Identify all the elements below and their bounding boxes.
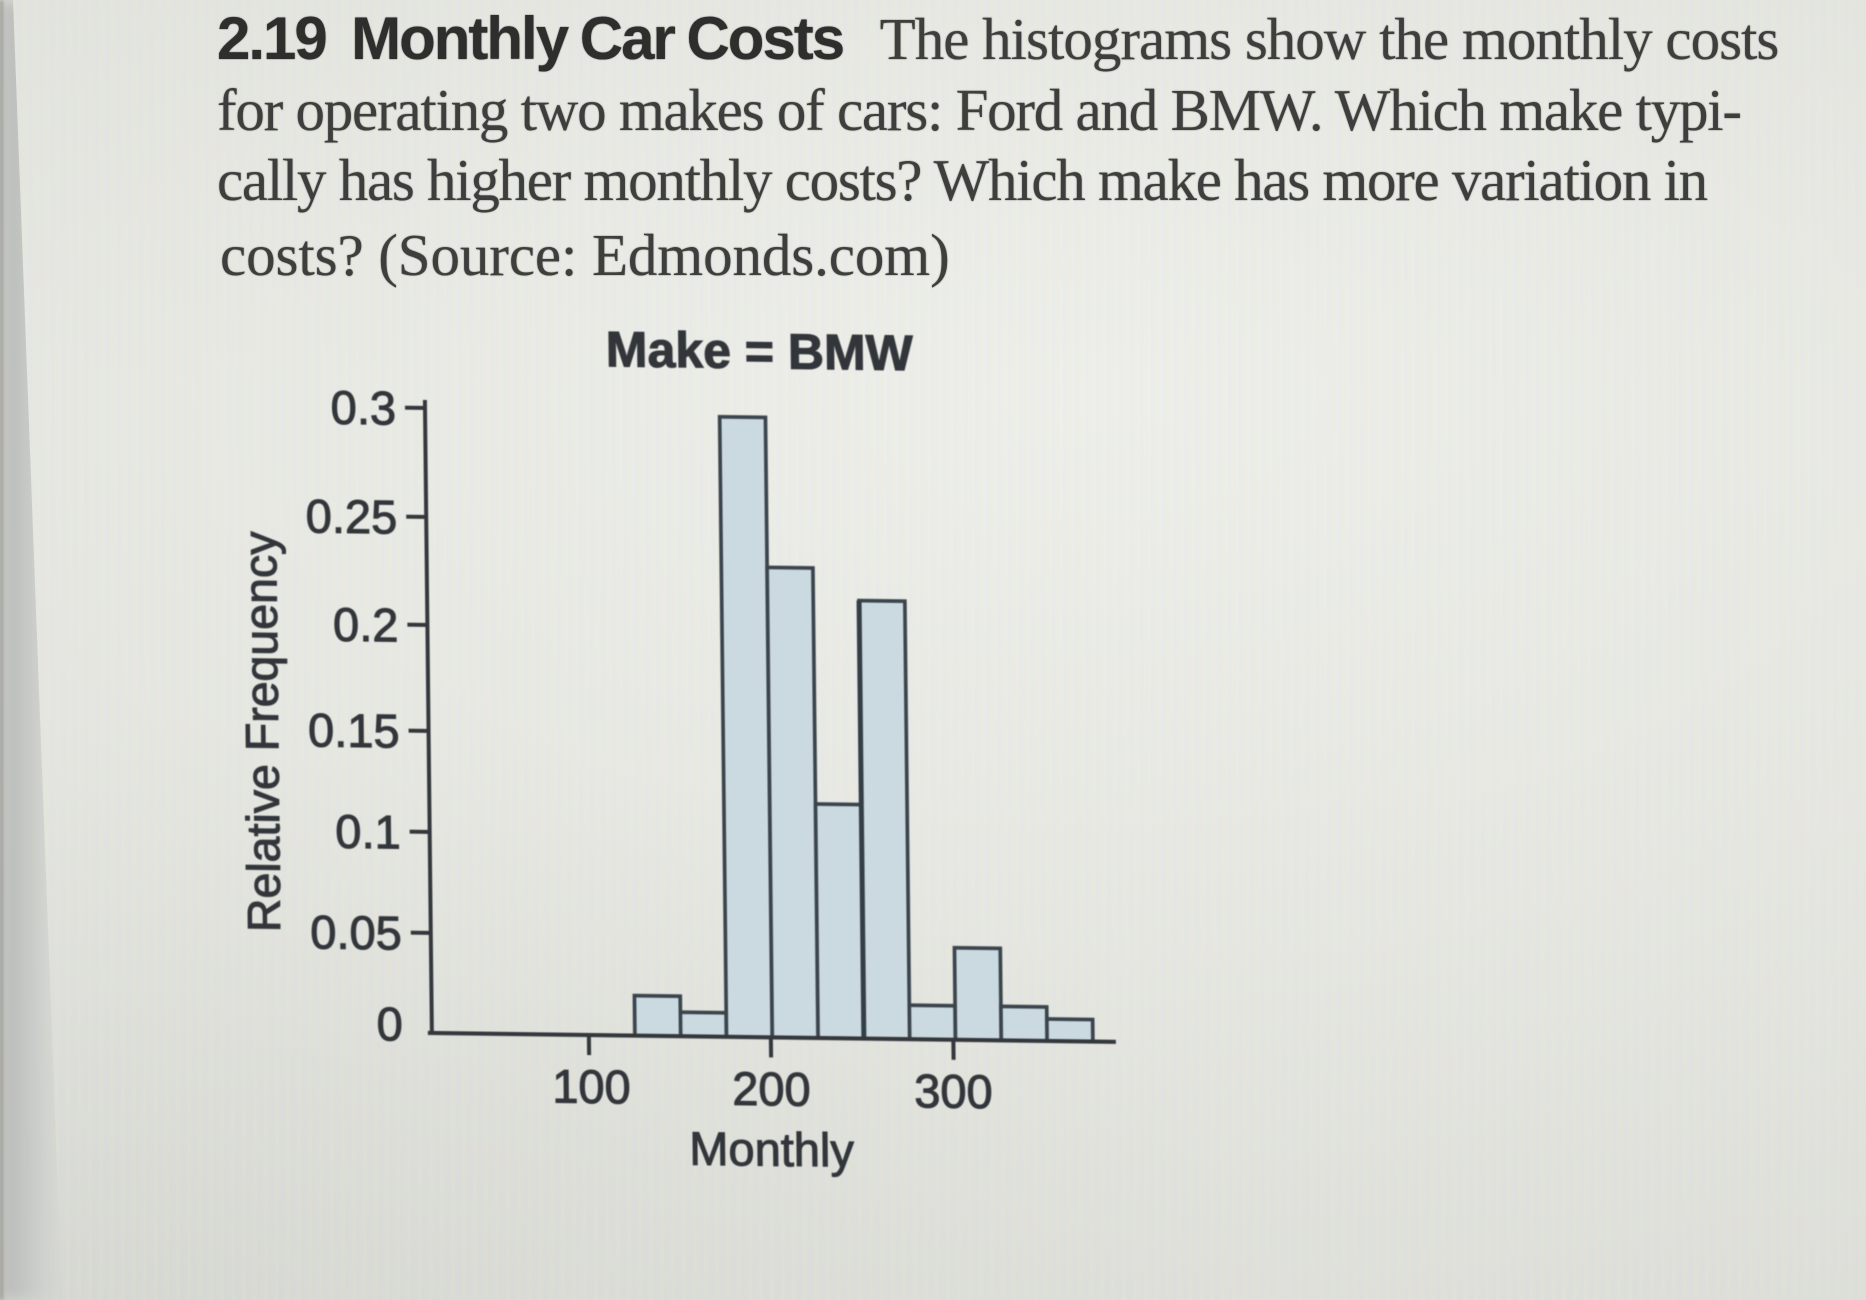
- svg-text:Monthly: Monthly: [689, 1122, 855, 1177]
- svg-text:0.25: 0.25: [305, 489, 397, 543]
- svg-text:Relative Frequency: Relative Frequency: [234, 530, 290, 932]
- svg-text:0.15: 0.15: [308, 703, 400, 757]
- svg-text:200: 200: [732, 1062, 811, 1116]
- svg-text:0.3: 0.3: [330, 381, 396, 435]
- svg-text:0.05: 0.05: [310, 905, 402, 959]
- svg-text:0: 0: [376, 997, 403, 1050]
- svg-text:0.1: 0.1: [335, 805, 401, 859]
- svg-text:100: 100: [552, 1060, 631, 1114]
- svg-text:0.2: 0.2: [333, 598, 399, 652]
- svg-text:300: 300: [914, 1064, 993, 1118]
- svg-text:Make = BMW: Make = BMW: [606, 321, 914, 381]
